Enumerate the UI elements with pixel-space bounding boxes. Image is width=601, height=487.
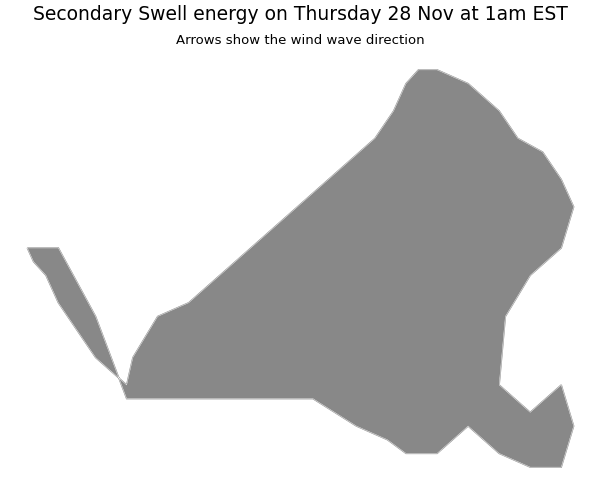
Text: Arrows show the wind wave direction: Arrows show the wind wave direction	[176, 34, 425, 46]
Text: Secondary Swell energy on Thursday 28 Nov at 1am EST: Secondary Swell energy on Thursday 28 No…	[33, 5, 568, 24]
Polygon shape	[27, 70, 574, 467]
